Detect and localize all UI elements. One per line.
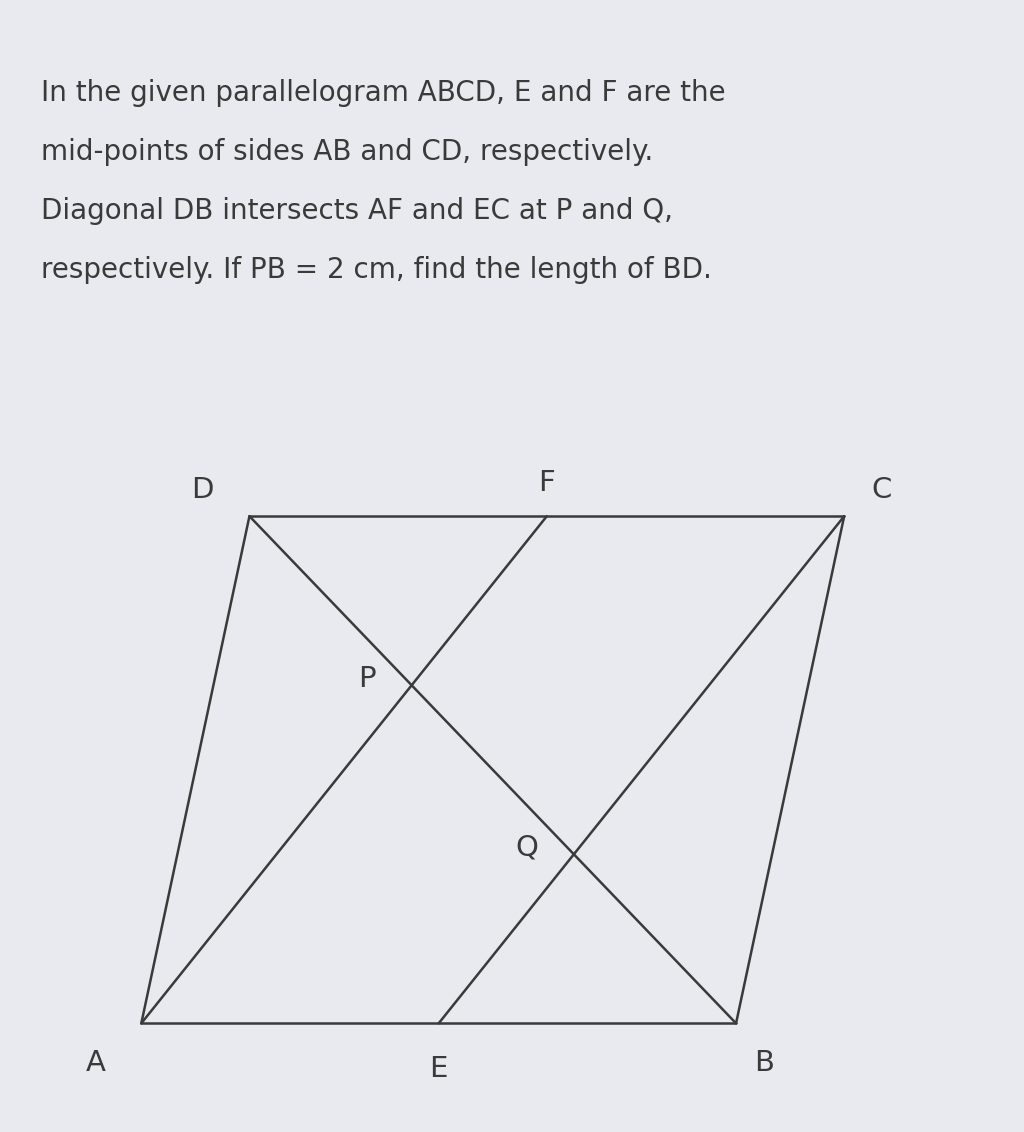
Text: B: B bbox=[754, 1048, 774, 1077]
Text: A: A bbox=[85, 1048, 105, 1077]
Text: mid-points of sides AB and CD, respectively.: mid-points of sides AB and CD, respectiv… bbox=[41, 138, 653, 166]
Text: E: E bbox=[429, 1055, 447, 1083]
Text: C: C bbox=[871, 475, 892, 504]
Text: F: F bbox=[539, 469, 555, 497]
Text: D: D bbox=[190, 475, 213, 504]
Text: P: P bbox=[358, 664, 376, 693]
Text: In the given parallelogram ABCD, E and F are the: In the given parallelogram ABCD, E and F… bbox=[41, 79, 726, 108]
Text: Diagonal DB intersects AF and EC at P and Q,: Diagonal DB intersects AF and EC at P an… bbox=[41, 197, 673, 225]
Text: Q: Q bbox=[515, 834, 538, 861]
Text: respectively. If PB = 2 cm, find the length of BD.: respectively. If PB = 2 cm, find the len… bbox=[41, 256, 712, 284]
